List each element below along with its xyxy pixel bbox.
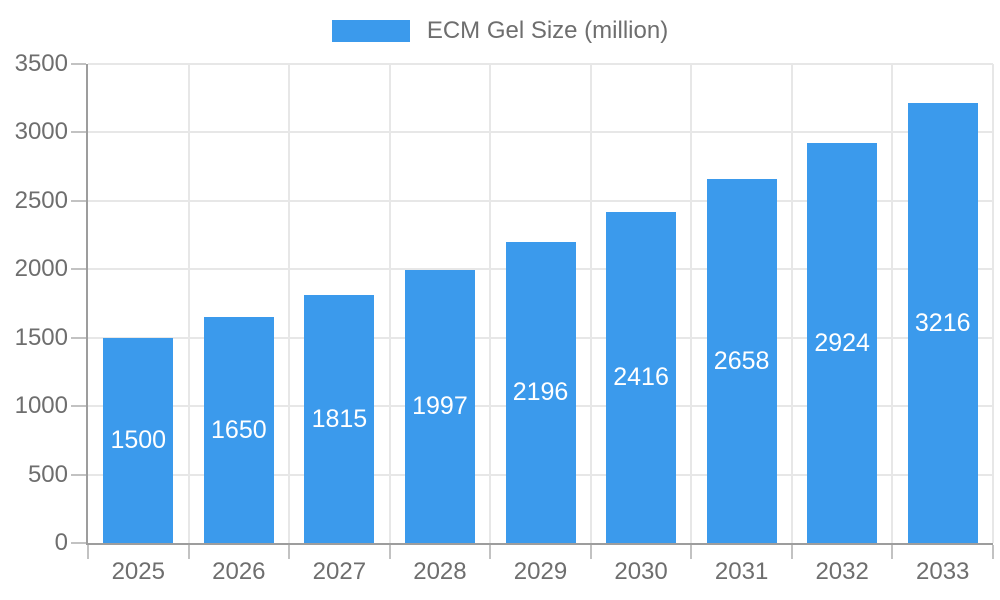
legend-label: ECM Gel Size (million): [426, 17, 669, 44]
x-axis-tick: [790, 545, 793, 559]
bar-value-label: 2924: [814, 328, 870, 357]
gridline-vertical: [288, 64, 291, 543]
x-axis-label: 2025: [111, 558, 165, 585]
bar[interactable]: 1650: [203, 317, 274, 543]
y-axis-tick: [71, 473, 86, 476]
gridline-horizontal: [88, 131, 993, 134]
bar-value-label: 1997: [412, 392, 468, 420]
y-axis-label: 3500: [14, 50, 68, 77]
x-axis-tick: [187, 545, 190, 559]
legend-swatch: [331, 20, 410, 42]
bar-value-label: 1815: [311, 404, 368, 433]
x-axis-label: 2031: [714, 558, 769, 585]
bar[interactable]: 2658: [706, 179, 777, 543]
bar[interactable]: 1500: [103, 338, 174, 543]
y-axis-label: 2000: [14, 255, 68, 283]
y-axis-label: 3000: [14, 118, 68, 146]
y-axis-tick: [71, 63, 86, 65]
x-axis-label: 2028: [413, 558, 467, 585]
x-axis-label: 2032: [815, 558, 869, 585]
gridline-vertical: [187, 64, 190, 543]
y-axis-tick: [71, 542, 86, 544]
x-axis-tick: [288, 545, 291, 559]
gridline-vertical: [589, 64, 592, 543]
x-axis-label: 2026: [212, 558, 266, 585]
x-axis-label: 2033: [916, 558, 970, 585]
y-axis-tick: [71, 199, 86, 202]
x-axis-line: [86, 543, 993, 545]
x-axis-tick: [992, 545, 994, 559]
gridline-vertical: [690, 64, 693, 543]
bar[interactable]: 1815: [304, 295, 375, 543]
x-axis-label: 2030: [614, 558, 668, 585]
gridline-vertical: [992, 64, 994, 543]
bar[interactable]: 2924: [807, 143, 878, 543]
legend-item[interactable]: ECM Gel Size (million): [331, 17, 669, 44]
y-axis-tick: [71, 405, 86, 408]
x-axis-label: 2027: [312, 558, 367, 585]
legend: ECM Gel Size (million): [0, 18, 1000, 44]
y-axis-line: [86, 64, 88, 545]
plot-area: 0 500 1000 1500 2000 2500 3000 3500 1500 1650 1815…: [15, 51, 994, 585]
gridline-vertical: [790, 64, 793, 543]
bar-value-label: 1650: [211, 415, 267, 444]
y-axis-label: 1000: [14, 392, 68, 420]
gridline-vertical: [489, 64, 492, 543]
y-axis-label: 0: [54, 529, 68, 556]
bar-value-label: 2658: [713, 346, 770, 375]
y-axis-label: 2500: [14, 186, 68, 214]
bar[interactable]: 1997: [404, 270, 475, 543]
bar-value-label: 2416: [613, 363, 669, 391]
bar[interactable]: 3216: [907, 103, 978, 543]
gridline-horizontal: [88, 63, 993, 65]
y-axis-label: 500: [27, 460, 68, 488]
x-axis-tick: [690, 545, 693, 559]
bar-value-label: 3216: [914, 308, 971, 337]
bar-value-label: 1500: [110, 426, 167, 454]
bar[interactable]: 2416: [606, 212, 677, 543]
x-axis-tick: [589, 545, 592, 559]
y-axis-tick: [71, 131, 86, 134]
gridline-vertical: [388, 64, 391, 543]
x-axis-tick: [891, 545, 894, 559]
y-axis-tick: [71, 336, 86, 339]
x-axis-label: 2029: [513, 558, 568, 585]
x-axis-tick: [489, 545, 492, 559]
x-axis-tick: [87, 545, 89, 559]
gridline-vertical: [891, 64, 894, 543]
y-axis-tick: [71, 268, 86, 271]
bar-value-label: 2196: [512, 378, 569, 406]
y-axis-label: 1500: [14, 323, 68, 351]
x-axis-tick: [388, 545, 391, 559]
gridline-horizontal: [88, 199, 993, 202]
bar[interactable]: 2196: [505, 242, 576, 543]
